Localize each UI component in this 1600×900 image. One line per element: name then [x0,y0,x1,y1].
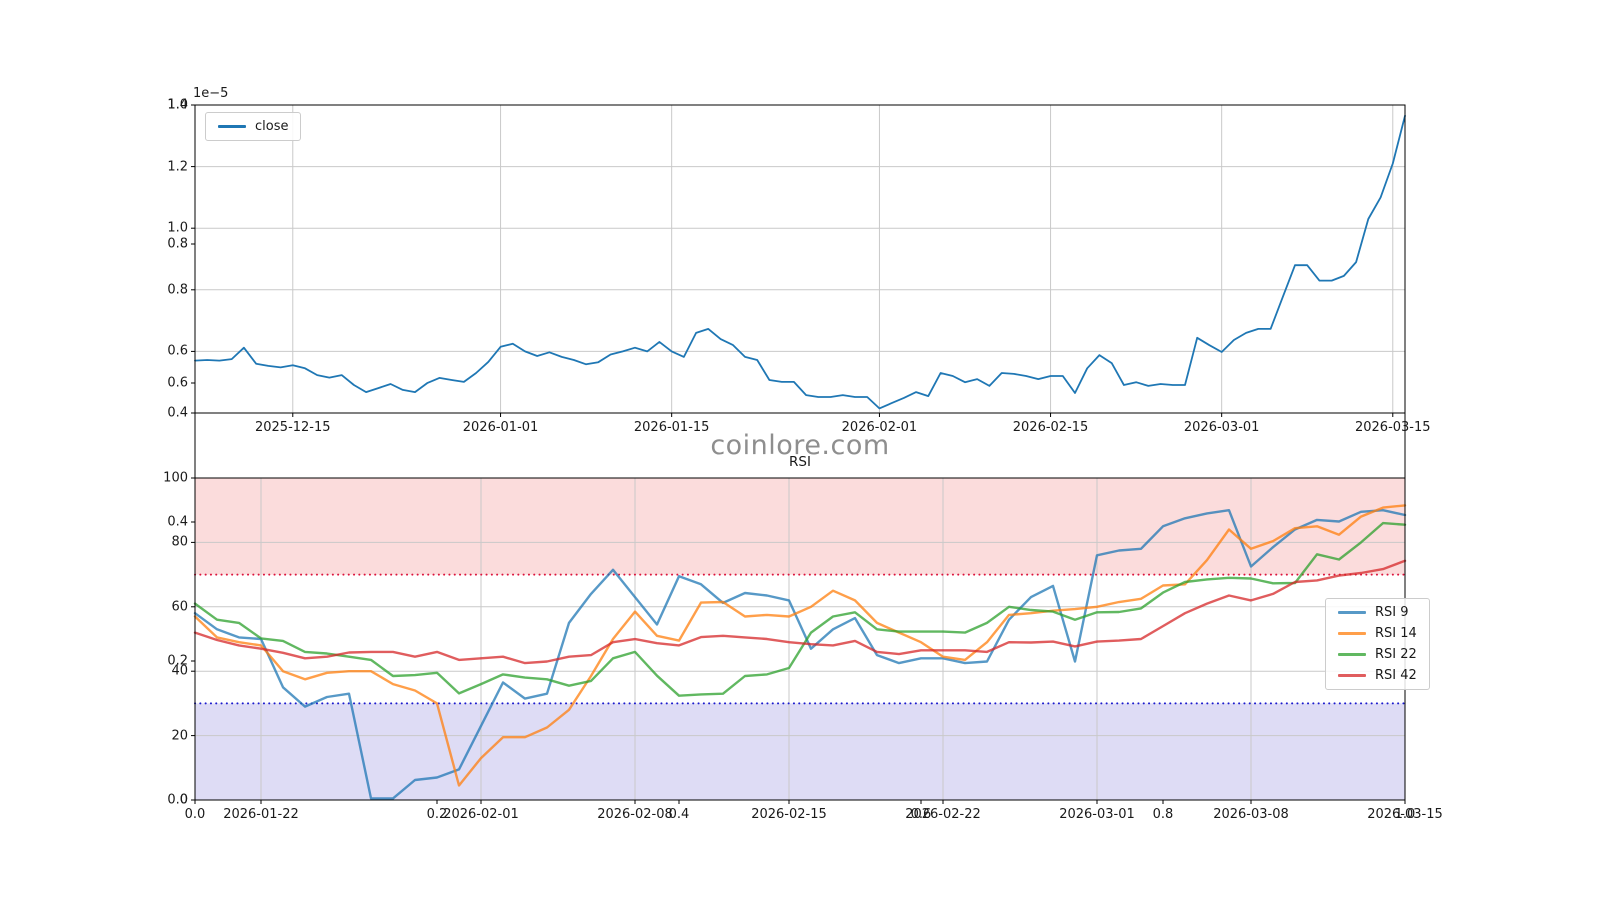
price-axes-spines [194,104,1406,414]
rsi-legend-row-rsi22: RSI 22 [1328,644,1427,665]
rsi-legend-label: RSI 42 [1375,668,1417,683]
rsi42-line-swatch [1338,674,1366,677]
rsi9-line [193,509,1407,800]
rsi14-line-swatch [1338,632,1366,635]
rsi42-line [193,559,1407,665]
rsi14-line [193,504,1407,787]
y-axis-offset-label: 1e−5 [193,86,229,101]
close-line-swatch [218,125,246,128]
rsi-legend-row-rsi42: RSI 42 [1328,665,1427,686]
rsi22-line [193,521,1407,697]
price-legend: close [205,112,302,141]
close-legend-label: close [255,119,289,134]
rsi9-line-swatch [1338,611,1366,614]
rsi-legend-label: RSI 9 [1375,605,1409,620]
rsi-legend-label: RSI 14 [1375,626,1417,641]
rsi-legend-label: RSI 22 [1375,647,1417,662]
rsi-legend-row-rsi9: RSI 9 [1328,602,1427,623]
close-line [194,114,1406,410]
rsi-legend: RSI 9 RSI 14 RSI 22 RSI 42 [1325,598,1430,690]
watermark: coinlore.com [710,430,890,461]
rsi22-line-swatch [1338,653,1366,656]
rsi-legend-row-rsi14: RSI 14 [1328,623,1427,644]
price-legend-row: close [208,116,298,137]
overbought-band [195,478,1405,575]
oversold-band [195,703,1405,800]
rsi-chart-title: RSI [789,454,811,470]
